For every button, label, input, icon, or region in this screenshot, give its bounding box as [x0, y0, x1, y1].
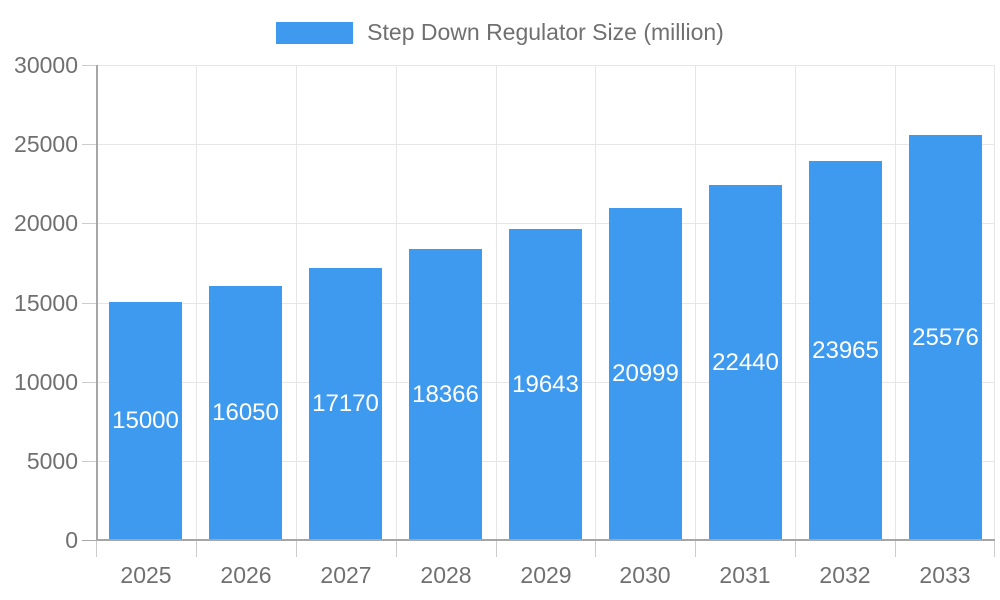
y-axis-tick [82, 144, 96, 145]
bar[interactable]: 22440 [709, 185, 782, 540]
x-axis-label: 2025 [120, 562, 172, 588]
bar[interactable]: 23965 [809, 161, 882, 540]
gridline-vertical [396, 65, 397, 540]
y-axis-tick [82, 303, 96, 304]
x-axis-tick [196, 541, 197, 557]
bar-value-label: 23965 [812, 336, 879, 364]
bar[interactable]: 15000 [109, 302, 182, 540]
x-axis-tick [96, 541, 97, 557]
x-axis-label: 2033 [919, 562, 971, 588]
y-axis-label: 15000 [14, 290, 78, 316]
bar[interactable]: 18366 [409, 249, 482, 540]
x-axis-tick [994, 541, 995, 557]
x-axis-label: 2026 [220, 562, 272, 588]
x-axis-line [96, 539, 995, 541]
gridline-vertical [595, 65, 596, 540]
x-axis-label: 2031 [719, 562, 771, 588]
gridline-vertical [695, 65, 696, 540]
x-axis-label: 2030 [619, 562, 671, 588]
legend[interactable]: Step Down Regulator Size (million) [0, 19, 1000, 46]
gridline-vertical [895, 65, 896, 540]
x-axis-label: 2032 [819, 562, 871, 588]
y-axis-tick [82, 540, 96, 541]
y-axis-label: 0 [65, 527, 78, 553]
x-axis-tick [695, 541, 696, 557]
bar-value-label: 15000 [112, 407, 179, 434]
bar[interactable]: 25576 [909, 135, 982, 540]
x-axis-tick [396, 541, 397, 557]
gridline-horizontal [96, 65, 995, 66]
gridline-horizontal [96, 223, 995, 224]
gridline-vertical [994, 65, 995, 540]
bar[interactable]: 16050 [209, 286, 282, 540]
bar-value-label: 17170 [312, 390, 379, 417]
bar-value-label: 25576 [912, 323, 979, 351]
bar-value-label: 19643 [512, 370, 579, 398]
y-axis-tick [82, 65, 96, 66]
y-axis-tick [82, 461, 96, 462]
y-axis-line [96, 65, 98, 541]
x-axis-label: 2027 [320, 562, 372, 588]
y-axis-tick [82, 382, 96, 383]
bar-value-label: 22440 [712, 348, 779, 376]
bar[interactable]: 20999 [609, 208, 682, 540]
y-axis-label: 25000 [14, 131, 78, 157]
gridline-vertical [196, 65, 197, 540]
x-axis-tick [595, 541, 596, 557]
x-axis-tick [296, 541, 297, 557]
x-axis-label: 2029 [520, 562, 572, 588]
plot-area: 15000 16050 17170 18366 19643 20999 22440 23965… [96, 65, 995, 540]
x-axis-tick [496, 541, 497, 557]
y-axis-label: 30000 [14, 52, 78, 78]
bar-value-label: 16050 [212, 399, 279, 426]
y-axis-tick [82, 223, 96, 224]
x-axis-label: 2028 [420, 562, 472, 588]
gridline-vertical [296, 65, 297, 540]
bar-value-label: 18366 [412, 380, 479, 408]
bar[interactable]: 19643 [509, 229, 582, 540]
y-axis-label: 10000 [14, 369, 78, 395]
y-axis-label: 5000 [26, 448, 78, 474]
legend-swatch-icon [276, 21, 354, 44]
bar-value-label: 20999 [612, 360, 679, 387]
gridline-horizontal [96, 144, 995, 145]
y-axis-label: 20000 [14, 210, 78, 236]
legend-label: Step Down Regulator Size (million) [367, 19, 724, 45]
gridline-vertical [496, 65, 497, 540]
bar[interactable]: 17170 [309, 268, 382, 540]
x-axis-tick [795, 541, 796, 557]
gridline-vertical [795, 65, 796, 540]
x-axis-tick [895, 541, 896, 557]
